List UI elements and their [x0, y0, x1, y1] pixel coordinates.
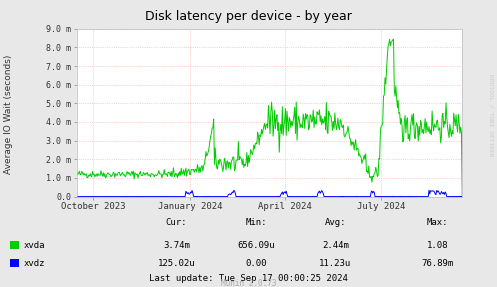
Text: 11.23u: 11.23u — [320, 259, 351, 268]
Text: 656.09u: 656.09u — [237, 241, 275, 250]
Text: 1.08: 1.08 — [426, 241, 448, 250]
Text: 76.89m: 76.89m — [421, 259, 453, 268]
Text: Disk latency per device - by year: Disk latency per device - by year — [145, 10, 352, 23]
Text: 0.00: 0.00 — [245, 259, 267, 268]
Text: Avg:: Avg: — [325, 218, 346, 227]
Text: 2.44m: 2.44m — [322, 241, 349, 250]
Text: xvdz: xvdz — [24, 259, 45, 268]
Text: Max:: Max: — [426, 218, 448, 227]
Text: Min:: Min: — [245, 218, 267, 227]
Text: Cur:: Cur: — [166, 218, 187, 227]
Text: 3.74m: 3.74m — [163, 241, 190, 250]
Text: Last update: Tue Sep 17 00:00:25 2024: Last update: Tue Sep 17 00:00:25 2024 — [149, 274, 348, 284]
Text: 125.02u: 125.02u — [158, 259, 195, 268]
Text: xvda: xvda — [24, 241, 45, 250]
Text: Munin 2.0.73: Munin 2.0.73 — [221, 279, 276, 287]
Text: RRDTOOL / TOBI OETIKER: RRDTOOL / TOBI OETIKER — [488, 73, 493, 156]
Text: Average IO Wait (seconds): Average IO Wait (seconds) — [4, 55, 13, 174]
